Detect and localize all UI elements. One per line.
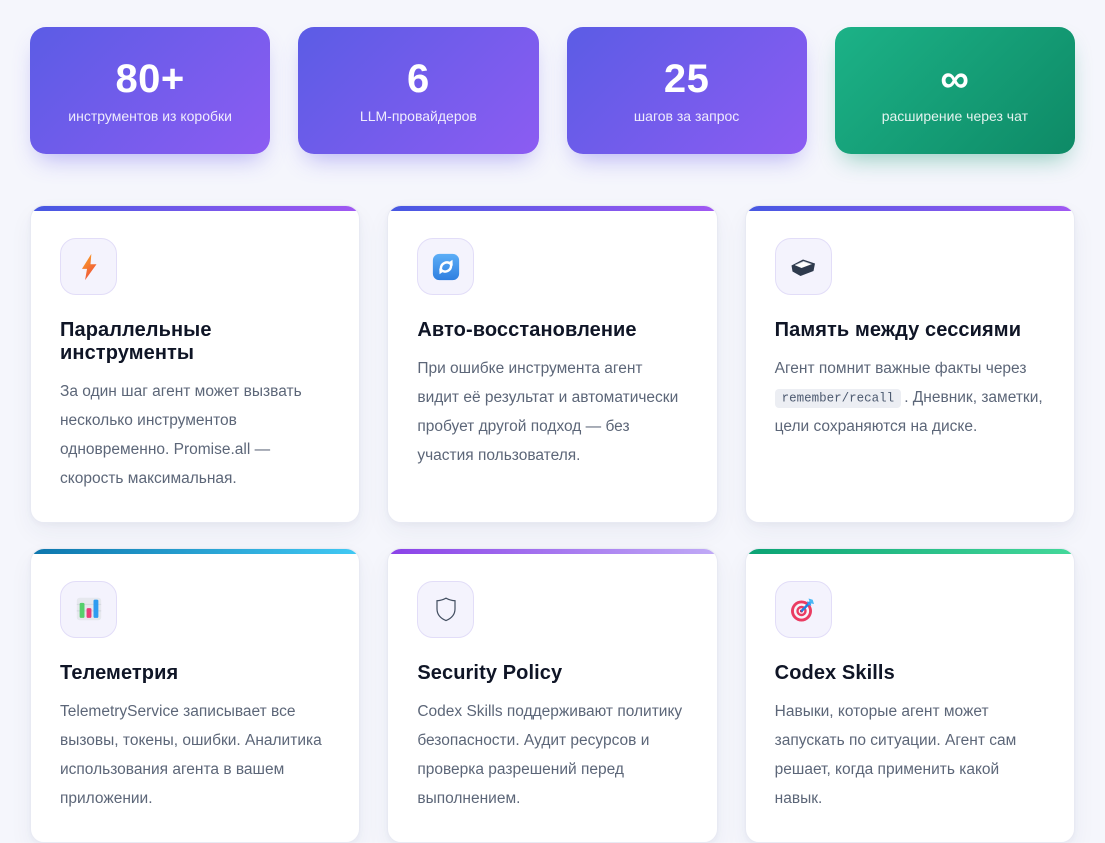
stat-value: 25 — [663, 56, 710, 101]
icon-tile — [417, 238, 475, 295]
feature-title: Авто-восстановление — [417, 319, 637, 341]
feature-title: Codex Skills — [774, 661, 895, 684]
stat-label: инструментов из коробки — [68, 107, 232, 124]
card-accent-bar — [388, 206, 717, 211]
feature-description: При ошибке инструмента агент видит её ре… — [417, 360, 679, 464]
icon-tile — [774, 238, 832, 295]
card-accent-bar — [388, 548, 717, 554]
card-accent-bar — [745, 206, 1074, 211]
feature-card-auto-recovery: Авто-восстановление При ошибке инструмен… — [387, 205, 718, 523]
feature-title: Параллельные инструменты — [60, 319, 212, 364]
code-chip: remember/recall — [774, 389, 902, 409]
shield-icon — [431, 594, 461, 624]
icon-tile — [417, 580, 475, 638]
card-accent-bar — [31, 206, 360, 211]
feature-title: Security Policy — [417, 661, 563, 684]
feature-card-codex-skills: Codex Skills Навыки, которые агент может… — [744, 547, 1075, 843]
refresh-icon — [431, 252, 461, 282]
icon-tile — [60, 580, 117, 638]
stat-label: шагов за запрос — [633, 107, 740, 124]
stats-row: 80+ инструментов из коробки 6 LLM-провай… — [30, 27, 1075, 154]
bar-chart-icon — [74, 594, 104, 624]
stat-label: LLM-провайдеров — [359, 107, 477, 124]
feature-card-memory: Память между сессиями Агент помнит важны… — [744, 205, 1075, 523]
feature-title: Телеметрия — [60, 661, 179, 684]
stat-card-tools: 80+ инструментов из коробки — [30, 27, 271, 154]
stat-card-llm-providers: 6 LLM-провайдеров — [298, 27, 539, 154]
feature-description: TelemetryService записывает все вызовы, … — [60, 702, 322, 807]
icon-tile — [774, 580, 832, 638]
target-icon — [787, 593, 819, 625]
stat-card-steps: 25 шагов за запрос — [566, 27, 807, 154]
memory-box-icon — [787, 251, 819, 283]
feature-description: За один шаг агент может вызвать нескольк… — [60, 383, 302, 487]
stat-label: расширение через чат — [881, 107, 1028, 124]
feature-description: Агент помнит важные факты через remember… — [774, 360, 1043, 435]
feature-card-telemetry: Телеметрия TelemetryService записывает в… — [30, 547, 361, 843]
feature-card-parallel-tools: Параллельные инструменты За один шаг аге… — [30, 205, 361, 523]
lightning-icon — [74, 252, 104, 282]
card-accent-bar — [31, 548, 360, 554]
feature-description: Навыки, которые агент может запускать по… — [774, 702, 1017, 807]
stat-value: ∞ — [940, 56, 970, 101]
feature-title: Память между сессиями — [774, 319, 1022, 341]
stat-card-infinity: ∞ расширение через чат — [834, 27, 1075, 154]
stat-value: 80+ — [115, 56, 185, 101]
feature-description: Codex Skills поддерживают политику безоп… — [417, 702, 683, 807]
stat-value: 6 — [407, 56, 430, 101]
card-accent-bar — [745, 548, 1074, 554]
features-grid: Параллельные инструменты За один шаг аге… — [30, 205, 1075, 843]
feature-card-security-policy: Security Policy Codex Skills поддерживаю… — [387, 547, 718, 843]
icon-tile — [60, 238, 117, 295]
